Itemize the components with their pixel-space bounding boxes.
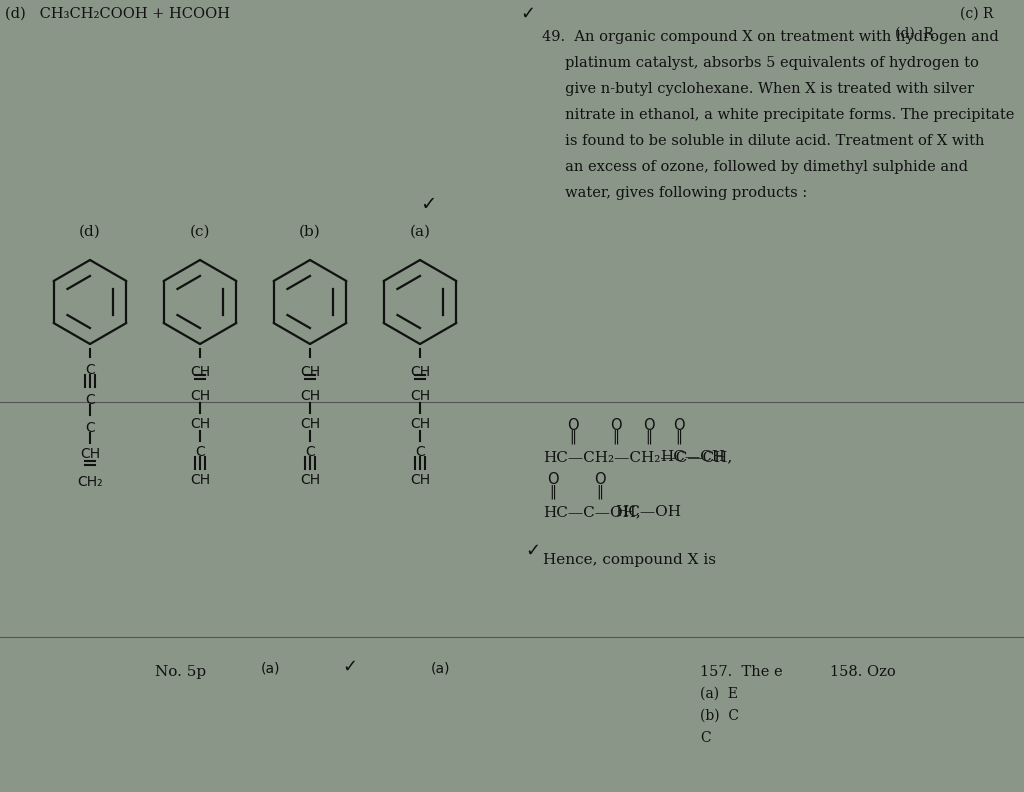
Text: C: C	[196, 445, 205, 459]
Text: ✓: ✓	[525, 542, 541, 560]
Text: 158. Ozo: 158. Ozo	[830, 665, 896, 679]
Text: (b)  C: (b) C	[700, 709, 739, 723]
Text: ‖: ‖	[645, 430, 652, 444]
Text: C: C	[700, 731, 711, 745]
Text: (a): (a)	[260, 661, 280, 675]
Text: give n-butyl cyclohexane. When X is treated with silver: give n-butyl cyclohexane. When X is trea…	[542, 82, 974, 96]
Text: O: O	[594, 473, 606, 488]
Text: HC—C—OH,: HC—C—OH,	[543, 505, 641, 519]
Text: HC—CH₂—CH₂—C—CH,: HC—CH₂—CH₂—C—CH,	[543, 450, 732, 464]
Text: (a): (a)	[410, 225, 430, 239]
Text: C: C	[415, 445, 425, 459]
Text: (a)  E: (a) E	[700, 687, 738, 701]
Text: 157.  The e: 157. The e	[700, 665, 782, 679]
Text: O: O	[643, 417, 654, 432]
Text: (d)  R: (d) R	[895, 27, 934, 41]
Text: 49.  An organic compound X on treatment with hydrogen and: 49. An organic compound X on treatment w…	[542, 30, 998, 44]
Text: ✓: ✓	[342, 658, 357, 676]
Text: CH: CH	[410, 417, 430, 431]
Text: Hence, compound X is: Hence, compound X is	[543, 553, 716, 567]
Text: nitrate in ethanol, a white precipitate forms. The precipitate: nitrate in ethanol, a white precipitate …	[542, 108, 1015, 122]
Text: CH: CH	[189, 389, 210, 403]
Text: ‖: ‖	[612, 430, 620, 444]
Text: ‖: ‖	[676, 430, 682, 444]
Text: HC—CH: HC—CH	[660, 450, 725, 464]
Text: O: O	[673, 417, 685, 432]
Text: ‖: ‖	[597, 485, 603, 499]
Text: O: O	[610, 417, 622, 432]
Text: CH: CH	[410, 473, 430, 487]
Text: (d): (d)	[79, 225, 101, 239]
Text: CH: CH	[189, 473, 210, 487]
Text: O: O	[567, 417, 579, 432]
Text: is found to be soluble in dilute acid. Treatment of X with: is found to be soluble in dilute acid. T…	[542, 134, 984, 148]
Text: CH: CH	[300, 389, 321, 403]
Text: (b): (b)	[299, 225, 321, 239]
Text: CH: CH	[189, 365, 210, 379]
Text: platinum catalyst, absorbs 5 equivalents of hydrogen to: platinum catalyst, absorbs 5 equivalents…	[542, 56, 979, 70]
Text: No. 5p: No. 5p	[155, 665, 206, 679]
Text: (d)   CH₃CH₂COOH + HCOOH: (d) CH₃CH₂COOH + HCOOH	[5, 7, 230, 21]
Text: C: C	[85, 363, 95, 377]
Text: CH₂: CH₂	[77, 475, 102, 489]
Text: (a): (a)	[430, 661, 450, 675]
Text: water, gives following products :: water, gives following products :	[542, 186, 807, 200]
Text: an excess of ozone, followed by dimethyl sulphide and: an excess of ozone, followed by dimethyl…	[542, 160, 968, 174]
Text: CH: CH	[300, 365, 321, 379]
Text: C: C	[305, 445, 314, 459]
Text: CH: CH	[189, 417, 210, 431]
Text: ✓: ✓	[520, 5, 536, 23]
Text: C: C	[85, 393, 95, 407]
Text: HC—OH: HC—OH	[615, 505, 681, 519]
Text: ✓: ✓	[420, 195, 436, 214]
Text: O: O	[547, 473, 559, 488]
Text: ‖: ‖	[569, 430, 577, 444]
Text: C: C	[85, 421, 95, 435]
Text: CH: CH	[410, 365, 430, 379]
Text: (c): (c)	[189, 225, 210, 239]
Text: ‖: ‖	[550, 485, 556, 499]
Text: CH: CH	[80, 447, 100, 461]
Text: CH: CH	[300, 417, 321, 431]
Text: CH: CH	[410, 389, 430, 403]
Text: CH: CH	[300, 473, 321, 487]
Text: (c) R: (c) R	[961, 7, 993, 21]
